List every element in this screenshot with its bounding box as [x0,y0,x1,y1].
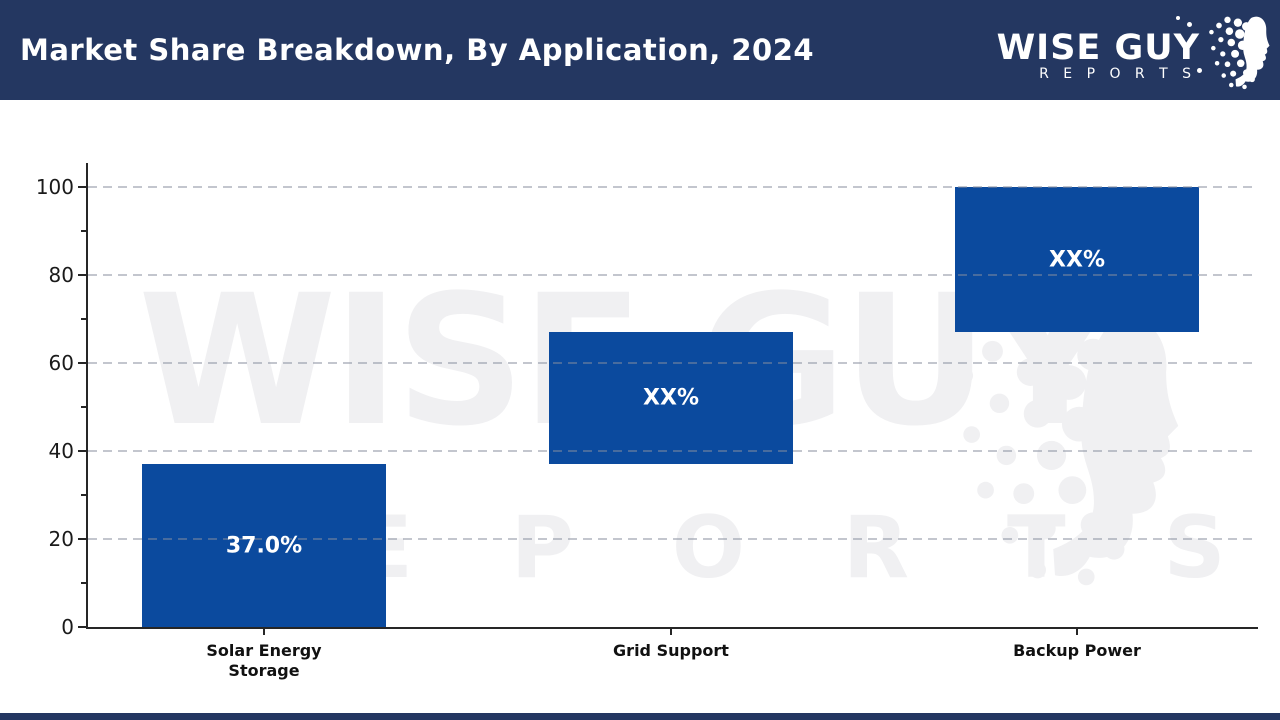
logo-subtext: R E P O R T S [1039,66,1196,82]
y-minor-tick-mark [81,230,86,232]
chart-title: Market Share Breakdown, By Application, … [20,33,815,67]
y-minor-tick-mark [81,582,86,584]
logo-dot [1197,68,1202,73]
y-minor-tick-mark [81,494,86,496]
x-tick-label-backup-power: Backup Power [1013,641,1141,660]
bar-backup-power [955,187,1199,333]
x-tick-mark [670,629,672,635]
y-minor-tick-mark [81,318,86,320]
y-axis-line [86,163,88,629]
logo-dot [1176,16,1180,20]
logo-wordmark: WISE GUY [996,28,1200,68]
y-tick-label: 100 [35,175,74,199]
brand-logo: WISE GUY R E P O R T S [997,8,1270,94]
x-tick-label-grid-support: Grid Support [613,641,729,660]
y-minor-tick-mark [81,406,86,408]
y-tick-label: 80 [48,263,74,287]
x-tick-mark [1076,629,1078,635]
x-tick-label-solar-energy-storage: Solar Energy Storage [206,641,322,680]
bar-value-label: XX% [1049,247,1105,273]
header-bar: Market Share Breakdown, By Application, … [0,0,1280,100]
y-tick-label: 60 [48,351,74,375]
y-tick-label: 0 [61,615,74,639]
y-tick-label: 40 [48,439,74,463]
y-tick-mark [78,538,86,540]
gridline [88,274,1258,276]
gridline [88,538,1258,540]
logo-head-icon [1209,16,1270,90]
x-axis-line [86,627,1258,629]
y-tick-mark [78,626,86,628]
bar-value-label: XX% [643,385,699,411]
x-tick-mark [263,629,265,635]
y-tick-mark [78,450,86,452]
gridline [88,362,1258,364]
footer-bar [0,713,1280,720]
bar-value-label: 37.0% [225,533,303,559]
y-tick-mark [78,362,86,364]
gridline [88,450,1258,452]
gridline [88,186,1258,188]
bar-grid-support [549,332,793,465]
bar-solar-energy-storage [142,464,386,627]
logo-dot [1187,22,1192,27]
y-tick-mark [78,274,86,276]
y-tick-mark [78,186,86,188]
y-tick-label: 20 [48,527,74,551]
